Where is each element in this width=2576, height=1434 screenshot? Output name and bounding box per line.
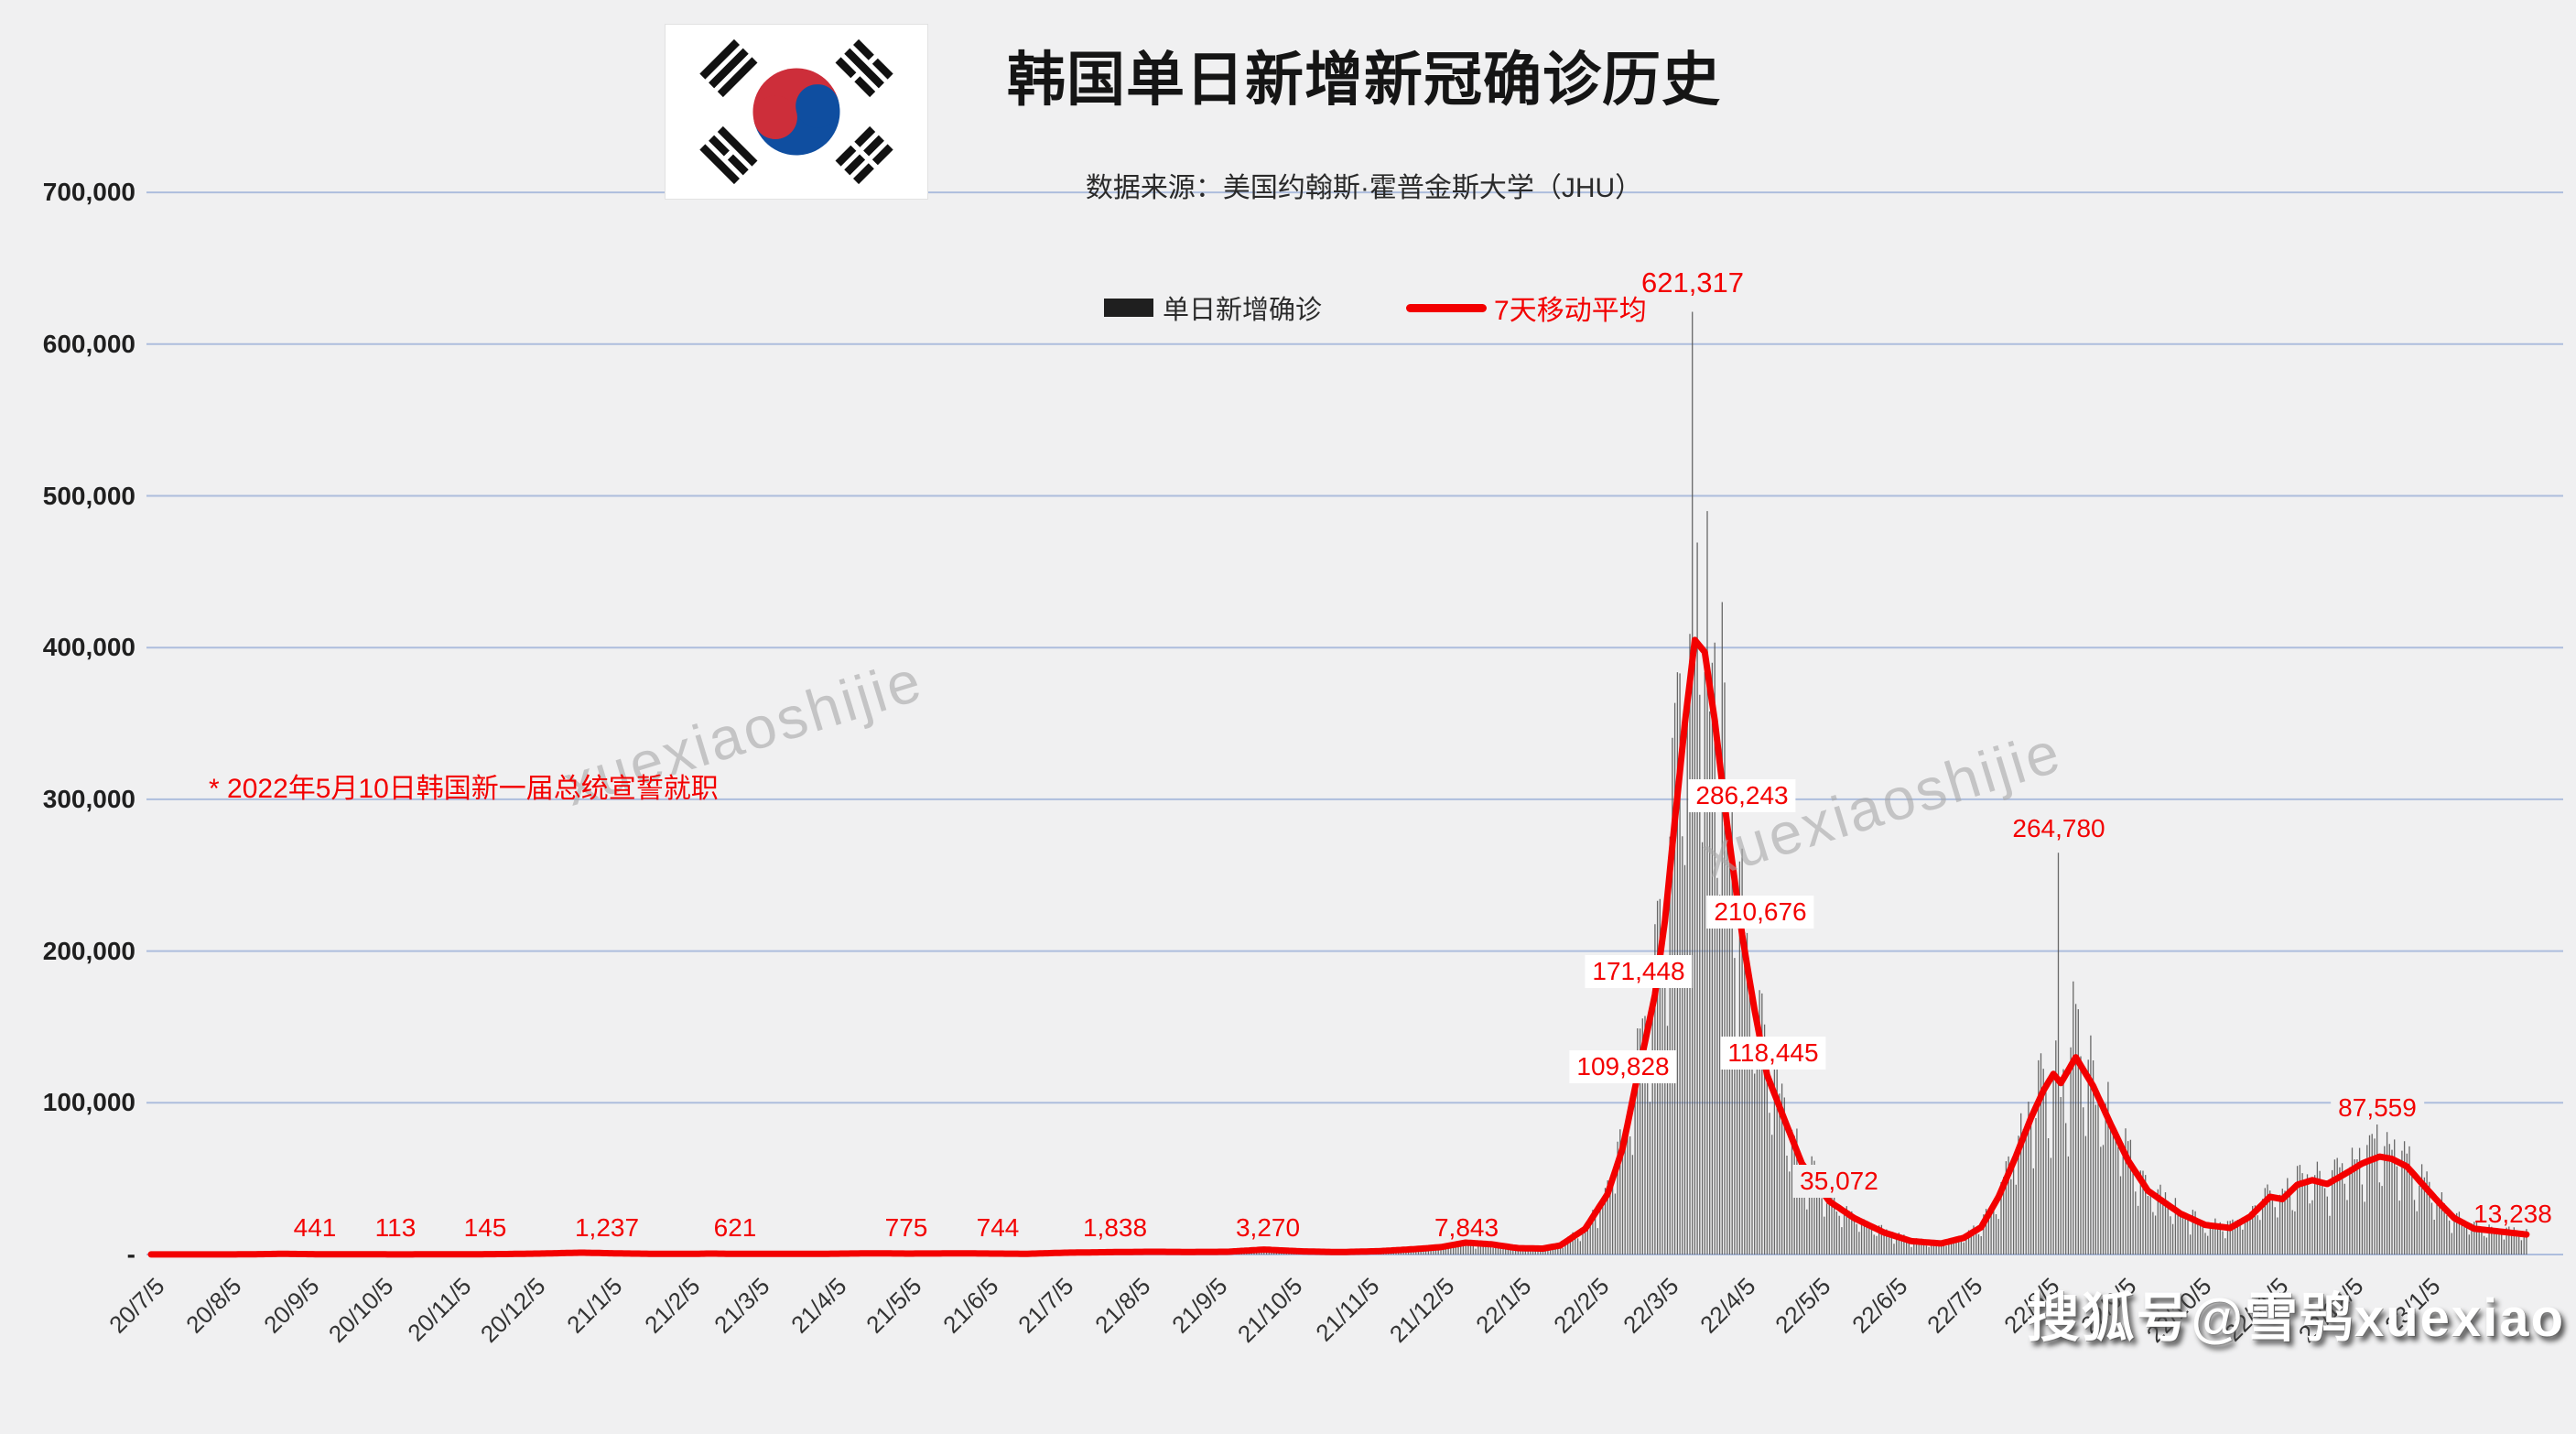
trigram-geon <box>699 38 758 98</box>
bar-series-swatch <box>1104 299 1153 317</box>
page-title: 韩国单日新增新冠确诊历史 <box>1007 47 1721 113</box>
line-series-swatch <box>1406 303 1488 312</box>
inauguration-annotation: * 2022年5月10日韩国新一届总统宣誓就职 <box>209 774 719 804</box>
trigram-gon <box>835 125 893 185</box>
taegeuk-symbol <box>752 68 840 156</box>
data-source-subtitle: 数据来源：美国约翰斯·霍普金斯大学（JHU） <box>1085 173 1643 203</box>
taegukgi-icon <box>666 25 927 199</box>
bar-series-label: 单日新增确诊 <box>1163 296 1323 325</box>
trigram-ri <box>699 125 758 185</box>
chart-legend: 单日新增确诊 7天移动平均 <box>1104 288 1647 328</box>
trigram-gam <box>835 38 893 98</box>
line-series-label: 7天移动平均 <box>1494 296 1647 326</box>
south-korea-flag <box>666 25 927 199</box>
chart-canvas <box>146 191 2563 1258</box>
sohu-account-watermark: 搜狐号@雪鸮xuexiao <box>2026 1288 2565 1348</box>
chart-page: -100,000 200,000 300,000 400,000 500,000 600,… <box>43 25 2565 1348</box>
